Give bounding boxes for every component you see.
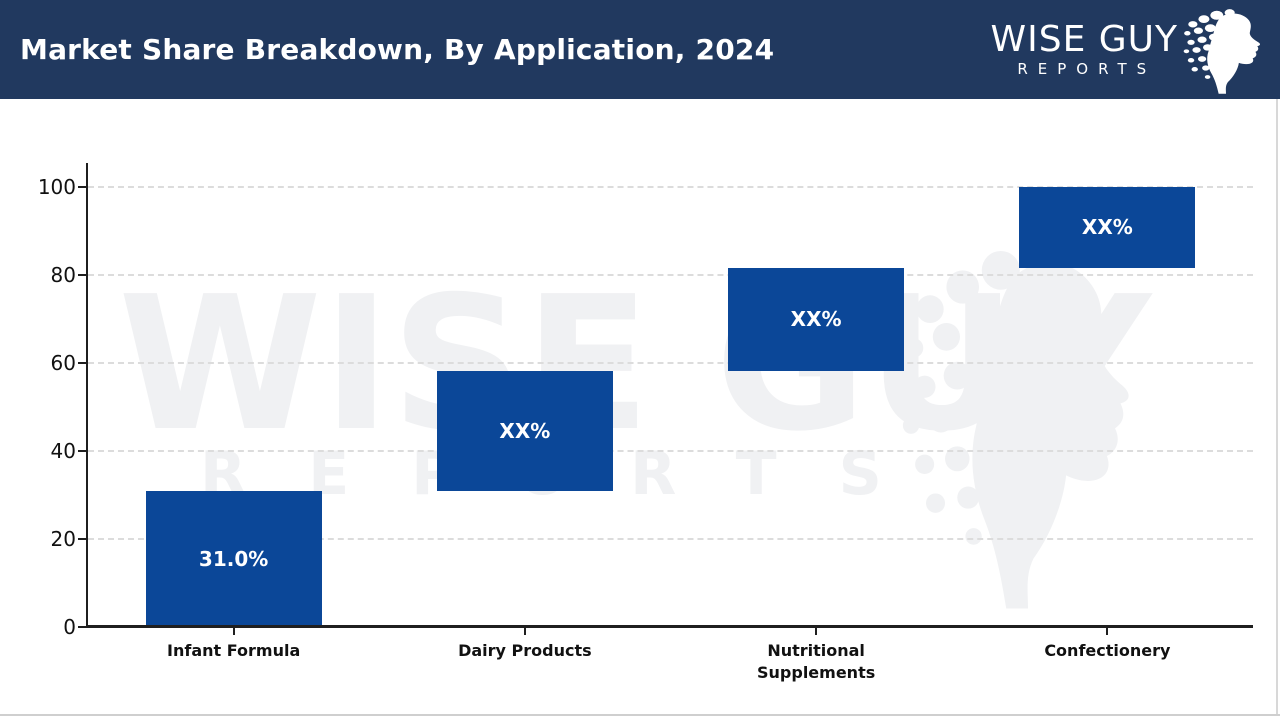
y-tick-20 — [78, 538, 87, 540]
brand-name: WISE GUY — [990, 18, 1178, 60]
bar-nutritional-supplements: XX% — [728, 267, 905, 371]
y-tick-60 — [78, 362, 87, 364]
gridline-20 — [88, 538, 1253, 540]
x-tick-confectionery — [1106, 627, 1109, 635]
y-axis-spine — [86, 163, 88, 628]
footer-divider — [0, 714, 1280, 716]
y-tick-label-40: 40 — [50, 439, 76, 463]
y-tick-label-20: 20 — [50, 527, 76, 551]
x-tick-label-nutritional-supplements: Nutritional Supplements — [757, 641, 876, 682]
bar-dairy-products: XX% — [436, 370, 613, 491]
y-tick-100 — [78, 186, 87, 188]
y-tick-40 — [78, 450, 87, 452]
gridline-100 — [88, 186, 1253, 188]
bar-confectionery: XX% — [1019, 187, 1196, 268]
header: Market Share Breakdown, By Application, … — [0, 0, 1280, 99]
bar-value-label-infant-formula: 31.0% — [198, 546, 269, 571]
gridline-40 — [88, 450, 1253, 452]
x-tick-dairy-products — [523, 627, 526, 635]
chart-right-border — [1276, 99, 1278, 716]
bar-value-label-confectionery: XX% — [1081, 215, 1133, 240]
gridline-80 — [88, 274, 1253, 276]
y-tick-label-100: 100 — [37, 175, 76, 199]
brand-subname: REPORTS — [1017, 59, 1157, 78]
y-tick-label-0: 0 — [63, 615, 76, 639]
bar-value-label-dairy-products: XX% — [499, 418, 551, 443]
y-tick-label-60: 60 — [50, 351, 76, 375]
brand-logo-text: WISE GUY REPORTS — [990, 18, 1179, 78]
brand-logo: WISE GUY REPORTS — [991, 0, 1273, 99]
x-tick-label-infant-formula: Infant Formula — [167, 641, 301, 660]
x-tick-label-confectionery: Confectionery — [1044, 641, 1171, 660]
x-axis-spine — [88, 625, 1253, 628]
chart-title: Market Share Breakdown, By Application, … — [20, 33, 775, 66]
gridline-60 — [88, 362, 1253, 364]
y-tick-0 — [78, 626, 87, 628]
brand-face-icon — [1183, 8, 1261, 94]
y-tick-80 — [78, 274, 87, 276]
bar-value-label-nutritional-supplements: XX% — [790, 307, 842, 332]
bar-infant-formula: 31.0% — [145, 490, 322, 627]
y-tick-label-80: 80 — [50, 263, 76, 287]
x-tick-nutritional-supplements — [815, 627, 818, 635]
x-tick-label-dairy-products: Dairy Products — [458, 641, 592, 660]
x-tick-infant-formula — [232, 627, 235, 635]
